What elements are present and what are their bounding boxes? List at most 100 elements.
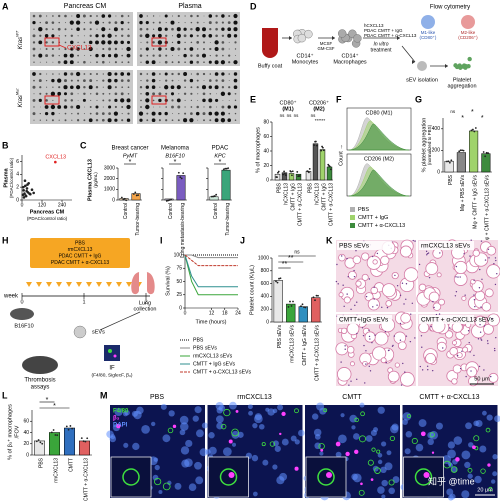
label: Thrombosis (24, 378, 55, 384)
array-spot (44, 111, 49, 116)
array-spot (171, 99, 174, 102)
array-spot (120, 72, 125, 76)
array-spot (140, 93, 142, 95)
significance: ns (280, 113, 286, 118)
bar (286, 303, 296, 323)
array-spot (159, 80, 161, 82)
alveolus (474, 290, 486, 302)
b3-spot (360, 482, 363, 486)
nucleus (418, 263, 421, 266)
array-spot (96, 61, 98, 64)
replicate-dot (50, 431, 53, 434)
replicate-dot (329, 168, 332, 171)
dapi-nucleus (451, 466, 458, 473)
lung (131, 272, 155, 295)
nucleus (392, 344, 394, 347)
array-spot (39, 48, 41, 50)
y-tick-label: 80 (263, 119, 269, 125)
y-tick-label: 25 (176, 292, 182, 298)
nucleus (439, 252, 441, 254)
array-spot (75, 71, 81, 77)
array-spot (176, 98, 181, 103)
array-spot (221, 47, 225, 51)
array-spot (178, 55, 180, 57)
inset-b3 (326, 472, 332, 478)
replicate-dot (71, 427, 74, 430)
array-spot (50, 104, 56, 110)
array-spot (45, 21, 49, 25)
replicate-dot (315, 140, 317, 143)
array-spot (101, 40, 106, 45)
replicate-dot (308, 171, 310, 174)
dapi-nucleus (381, 479, 388, 487)
dapi-nucleus (248, 410, 253, 416)
array-spot (190, 92, 193, 95)
array-spot (57, 91, 62, 96)
nucleus (342, 284, 344, 286)
array-spot (164, 111, 168, 116)
array-spot (45, 79, 48, 82)
replicate-dot (447, 160, 450, 163)
label: (M2) (313, 106, 324, 112)
y-tick-label: 1000 (104, 187, 115, 193)
replicate-dot (291, 174, 293, 177)
array-spot (63, 85, 68, 90)
x-tick-label: CMTT (68, 458, 74, 472)
array-spot (197, 99, 199, 101)
array-spot (107, 40, 112, 45)
dapi-nucleus (265, 407, 270, 412)
array-spot (39, 106, 41, 108)
array-spot (83, 73, 86, 75)
array-spot (215, 21, 218, 24)
nucleus (464, 294, 466, 296)
alveolus (385, 300, 393, 307)
label: aggregation (447, 83, 476, 89)
row-label: KrasMut (15, 88, 24, 108)
alveolus (361, 273, 369, 281)
significance: ns (450, 109, 456, 114)
x-tick-label: CMTT + α-CXCL13 (328, 183, 334, 226)
dapi-nucleus (196, 429, 204, 438)
alveolus (418, 322, 430, 334)
nucleus (355, 250, 357, 252)
b3-spot (370, 478, 374, 481)
dapi-nucleus (464, 461, 471, 469)
array-spot (113, 27, 118, 32)
replicate-dot (210, 195, 213, 198)
dapi-nucleus (479, 445, 487, 453)
array-spot (234, 99, 237, 102)
channel-label: F4/80 (113, 409, 129, 415)
array-spot (114, 86, 117, 89)
dapi-nucleus (216, 415, 224, 424)
dapi-nucleus (319, 451, 324, 456)
array-spot (209, 105, 212, 109)
alveolus (336, 367, 352, 382)
image-title: PBS sEVs (339, 243, 370, 250)
y-tick-label: 4 (16, 172, 19, 178)
array-spot (108, 105, 112, 109)
nucleus (480, 339, 483, 341)
bar (79, 440, 90, 456)
array-spot (197, 93, 199, 95)
dapi-nucleus (340, 413, 345, 418)
array-spot (127, 61, 130, 64)
array-spot (76, 14, 81, 18)
array-spot (151, 60, 156, 65)
array-spot (126, 53, 131, 58)
array-spot (38, 79, 42, 83)
replicate-dot (303, 306, 305, 309)
dapi-nucleus (180, 446, 190, 455)
nucleus (356, 332, 358, 335)
b3-spot (279, 432, 282, 436)
nucleus (431, 369, 434, 372)
array-spot (214, 118, 219, 123)
array-spot (202, 47, 206, 51)
nucleus (425, 250, 428, 253)
label-part: Kras (18, 37, 24, 49)
array-spot (52, 28, 54, 31)
array-spot (152, 21, 155, 24)
array-spot (33, 61, 35, 63)
array-spot (58, 54, 60, 57)
replicate-dot (224, 167, 227, 170)
label: % of macrophages (255, 127, 261, 173)
